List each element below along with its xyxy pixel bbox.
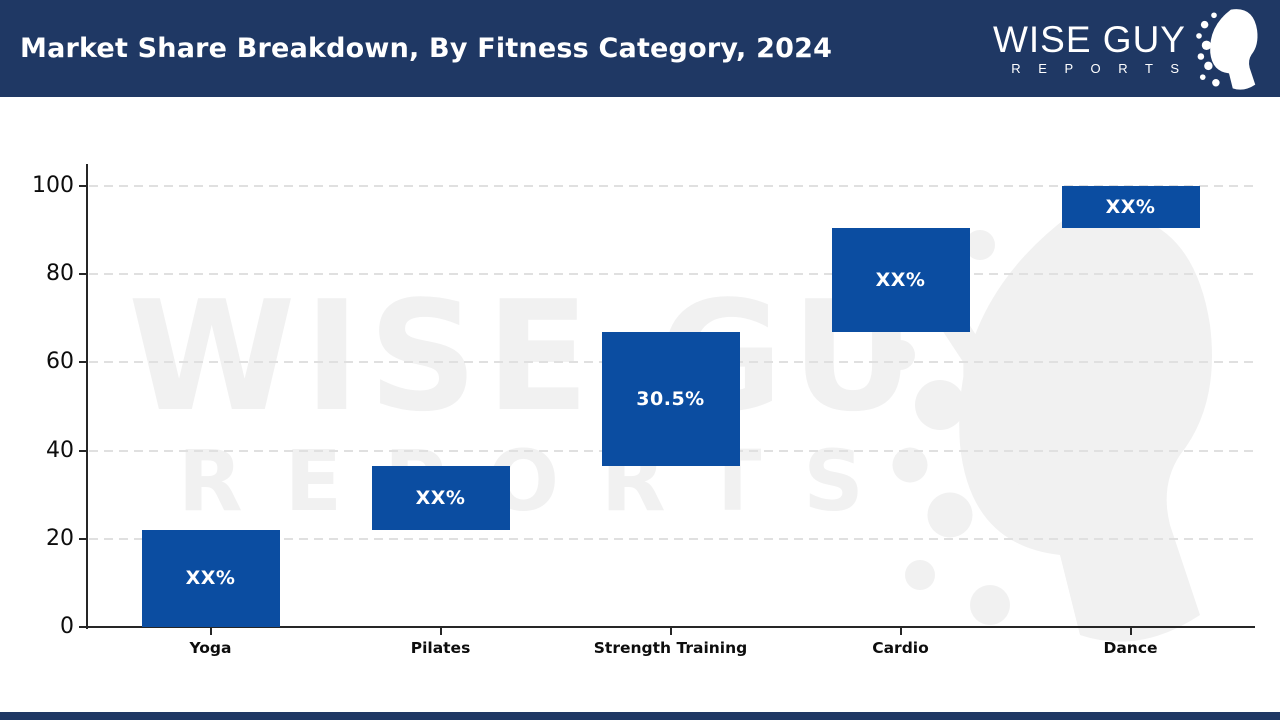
bar-yoga: XX% bbox=[141, 529, 280, 627]
brand-face-dots-icon bbox=[1196, 8, 1258, 90]
y-tick-mark-40 bbox=[79, 449, 87, 452]
x-tick-label-dance: Dance bbox=[1103, 639, 1158, 657]
bar-dance: XX% bbox=[1061, 186, 1200, 228]
bar-value-label-strength-training: 30.5% bbox=[636, 387, 705, 410]
gridline-y-20 bbox=[89, 537, 1253, 540]
x-tick-mark-dance bbox=[1129, 628, 1132, 635]
gridline-y-100 bbox=[89, 185, 1253, 187]
x-tick-label-strength-training: Strength Training bbox=[593, 639, 748, 657]
y-tick-mark-0 bbox=[79, 626, 87, 628]
x-tick-label-pilates: Pilates bbox=[410, 639, 471, 657]
x-tick-mark-cardio bbox=[899, 628, 902, 635]
watermark-subword: REPORTS bbox=[178, 432, 906, 530]
y-tick-label-0: 0 bbox=[60, 614, 74, 639]
bar-strength-training: 30.5% bbox=[601, 331, 740, 467]
brand-logo: WISE GUY R E P O R T S bbox=[993, 0, 1268, 97]
bar-value-label-cardio: XX% bbox=[875, 268, 926, 291]
footer-bar bbox=[0, 712, 1280, 720]
header-bar: Market Share Breakdown, By Fitness Categ… bbox=[0, 0, 1280, 97]
y-tick-mark-100 bbox=[79, 185, 87, 187]
bar-pilates: XX% bbox=[371, 466, 510, 530]
x-tick-mark-strength-training bbox=[669, 628, 672, 635]
x-axis-line bbox=[86, 626, 1255, 628]
y-tick-mark-60 bbox=[79, 361, 87, 364]
brand-logo-text: WISE GUY R E P O R T S bbox=[992, 18, 1186, 77]
x-tick-label-yoga: Yoga bbox=[189, 639, 232, 657]
gridline-y-80 bbox=[89, 273, 1253, 276]
y-tick-label-100: 100 bbox=[32, 173, 74, 198]
y-tick-label-40: 40 bbox=[46, 437, 74, 463]
page-title: Market Share Breakdown, By Fitness Categ… bbox=[20, 33, 833, 64]
brand-wordmark: WISE GUY bbox=[992, 18, 1186, 60]
x-tick-mark-pilates bbox=[439, 628, 442, 635]
bar-value-label-pilates: XX% bbox=[415, 487, 466, 509]
bar-value-label-yoga: XX% bbox=[185, 567, 236, 590]
y-tick-label-80: 80 bbox=[46, 261, 74, 287]
watermark-face-dots-graphic bbox=[885, 212, 1212, 642]
bar-cardio: XX% bbox=[831, 227, 970, 332]
y-axis-line bbox=[86, 164, 88, 629]
y-tick-mark-20 bbox=[79, 537, 87, 540]
brand-subword: R E P O R T S bbox=[1011, 60, 1186, 76]
bar-value-label-dance: XX% bbox=[1105, 195, 1156, 218]
y-tick-label-20: 20 bbox=[46, 525, 74, 551]
x-tick-mark-yoga bbox=[209, 628, 212, 635]
x-tick-label-cardio: Cardio bbox=[872, 639, 929, 657]
y-tick-mark-80 bbox=[79, 273, 87, 276]
y-tick-label-60: 60 bbox=[46, 349, 74, 375]
